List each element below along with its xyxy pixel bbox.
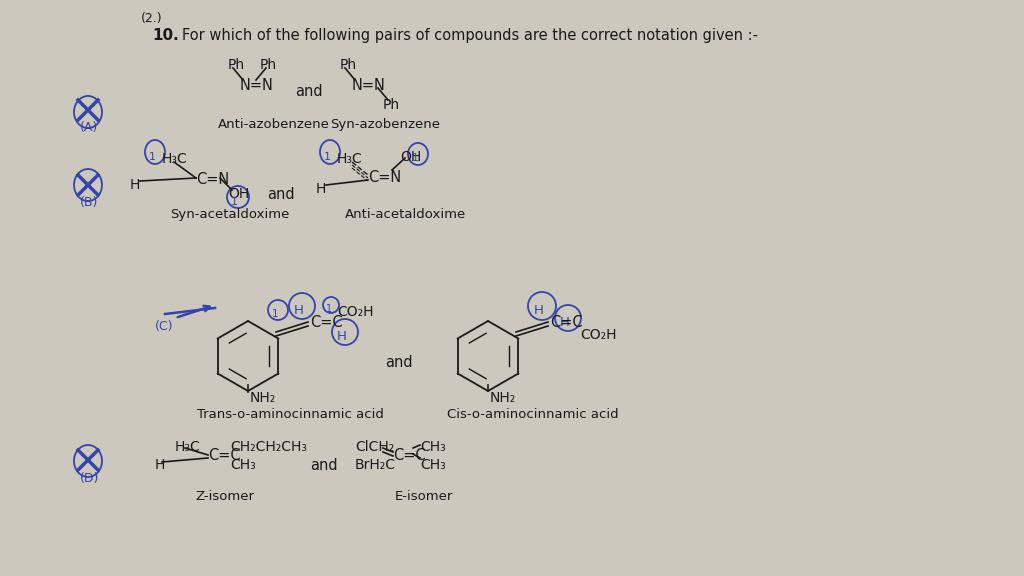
- Text: OH: OH: [228, 187, 249, 201]
- Text: 1: 1: [412, 153, 419, 163]
- Text: For which of the following pairs of compounds are the correct notation given :-: For which of the following pairs of comp…: [182, 28, 758, 43]
- Text: H: H: [294, 304, 304, 316]
- Text: Syn-azobenzene: Syn-azobenzene: [330, 118, 440, 131]
- Text: (C): (C): [155, 320, 173, 333]
- Text: H₃C: H₃C: [162, 152, 187, 166]
- Text: Anti-acetaldoxime: Anti-acetaldoxime: [345, 208, 466, 221]
- Text: (A): (A): [80, 121, 98, 134]
- Text: C=N: C=N: [368, 170, 401, 185]
- Text: Ph: Ph: [383, 98, 400, 112]
- Text: Ph: Ph: [260, 58, 278, 72]
- Text: CH₂CH₂CH₃: CH₂CH₂CH₃: [230, 440, 307, 454]
- Text: CH₃: CH₃: [420, 440, 445, 454]
- Text: N=N: N=N: [352, 78, 386, 93]
- Text: and: and: [267, 187, 295, 202]
- Text: C=C: C=C: [393, 448, 426, 463]
- Text: and: and: [295, 84, 323, 99]
- Text: C=C: C=C: [208, 448, 241, 463]
- Text: and: and: [385, 355, 413, 370]
- Text: H: H: [560, 316, 570, 328]
- Text: Ph: Ph: [228, 58, 245, 72]
- Text: (D): (D): [80, 472, 99, 485]
- Text: Z-isomer: Z-isomer: [195, 490, 254, 503]
- Text: Ph: Ph: [340, 58, 357, 72]
- Text: CH₃: CH₃: [230, 458, 256, 472]
- Text: CH₃: CH₃: [420, 458, 445, 472]
- Text: CO₂H: CO₂H: [337, 305, 374, 319]
- Text: Trans-o-aminocinnamic acid: Trans-o-aminocinnamic acid: [197, 408, 384, 421]
- Text: 1: 1: [324, 152, 331, 162]
- Text: H: H: [337, 329, 347, 343]
- Text: C=C: C=C: [550, 315, 583, 330]
- Text: Anti-azobenzene: Anti-azobenzene: [218, 118, 330, 131]
- Text: H: H: [316, 182, 327, 196]
- Text: H₃C: H₃C: [337, 152, 362, 166]
- Text: H: H: [130, 178, 140, 192]
- Text: NH₂: NH₂: [490, 391, 516, 405]
- Text: Syn-acetaldoxime: Syn-acetaldoxime: [170, 208, 290, 221]
- Text: 10.: 10.: [152, 28, 179, 43]
- Text: 1: 1: [230, 197, 238, 207]
- Text: and: and: [310, 458, 338, 473]
- Text: H: H: [535, 304, 544, 316]
- Text: (B): (B): [80, 196, 98, 209]
- Text: OH: OH: [400, 150, 421, 164]
- Text: 1: 1: [148, 152, 156, 162]
- Text: E-isomer: E-isomer: [395, 490, 454, 503]
- Text: (2.): (2.): [141, 12, 163, 25]
- Text: NH₂: NH₂: [250, 391, 276, 405]
- Text: ClCH₂: ClCH₂: [355, 440, 394, 454]
- Text: H₃C: H₃C: [175, 440, 201, 454]
- Text: Cis-o-aminocinnamic acid: Cis-o-aminocinnamic acid: [447, 408, 618, 421]
- Text: C=N: C=N: [196, 172, 229, 187]
- Text: C=C: C=C: [310, 315, 343, 330]
- Text: 1: 1: [326, 304, 332, 314]
- Text: 1: 1: [271, 309, 279, 319]
- Text: CO₂H: CO₂H: [580, 328, 616, 342]
- Text: N=N: N=N: [240, 78, 273, 93]
- Text: H: H: [155, 458, 165, 472]
- Text: BrH₂C: BrH₂C: [355, 458, 396, 472]
